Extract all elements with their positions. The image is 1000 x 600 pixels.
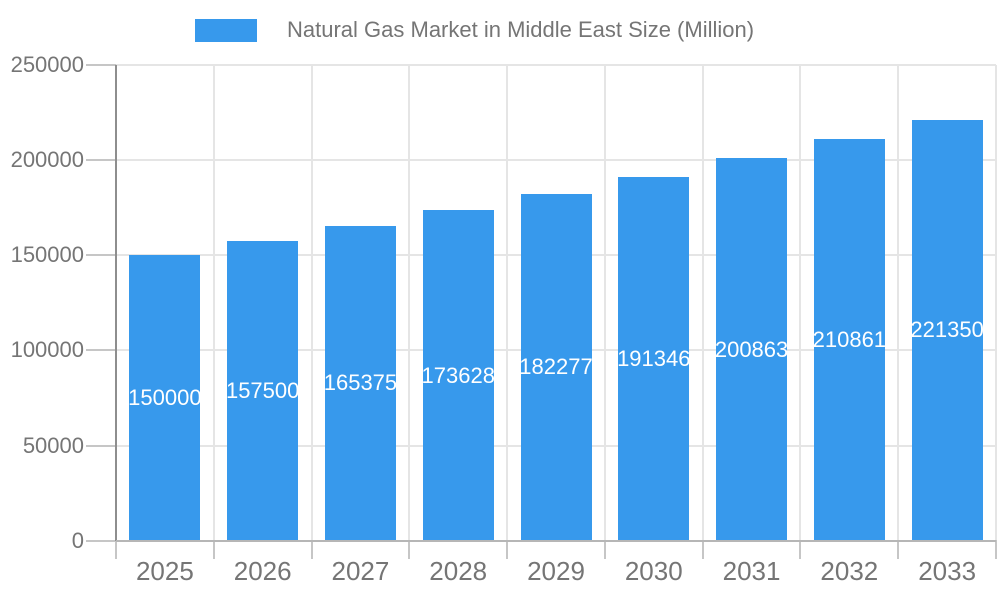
v-gridline <box>506 65 509 541</box>
x-axis-tick <box>506 539 509 559</box>
y-axis-tick <box>86 539 116 542</box>
legend[interactable]: Natural Gas Market in Middle East Size (… <box>195 17 755 42</box>
x-axis-tick <box>408 539 411 559</box>
v-gridline <box>897 65 900 541</box>
bar-value-label: 191346 <box>618 345 690 371</box>
y-axis-tick <box>86 444 116 447</box>
bar-value-label: 200863 <box>716 336 788 362</box>
bar[interactable]: 165375 <box>324 226 396 541</box>
y-tick-label: 100000 <box>10 337 84 363</box>
y-axis-tick <box>86 254 116 257</box>
x-tick-label: 2026 <box>233 556 292 586</box>
y-axis-tick <box>86 349 116 352</box>
x-tick-label: 2025 <box>135 556 194 586</box>
bar[interactable]: 221350 <box>911 119 983 541</box>
bar-value-label: 173628 <box>422 362 494 388</box>
v-gridline <box>408 65 411 541</box>
legend-label: Natural Gas Market in Middle East Size (… <box>287 17 755 42</box>
h-gridline <box>116 159 996 162</box>
x-axis-line <box>116 539 996 542</box>
y-axis-line <box>115 65 117 541</box>
x-axis-tick <box>310 539 313 559</box>
v-gridline <box>212 65 215 541</box>
x-axis-tick <box>603 539 606 559</box>
bar[interactable]: 173628 <box>422 210 494 541</box>
y-tick-label: 0 <box>71 527 84 553</box>
bar-value-label: 182277 <box>520 354 592 380</box>
x-axis-tick <box>995 539 997 559</box>
v-gridline <box>310 65 313 541</box>
v-gridline <box>701 65 704 541</box>
x-tick-label: 2028 <box>429 556 488 586</box>
x-tick-label: 2033 <box>918 556 977 586</box>
bar[interactable]: 191346 <box>618 176 690 541</box>
v-gridline <box>799 65 802 541</box>
bar-value-label: 221350 <box>911 317 983 343</box>
x-axis-tick <box>115 539 117 559</box>
x-tick-label: 2032 <box>820 556 879 586</box>
bar[interactable]: 150000 <box>129 255 201 541</box>
y-axis-tick <box>86 64 116 66</box>
y-axis-tick <box>86 159 116 162</box>
bar[interactable]: 210861 <box>813 139 885 541</box>
v-gridline <box>995 65 997 541</box>
x-axis-tick <box>212 539 215 559</box>
v-gridline <box>603 65 606 541</box>
bar-value-label: 210861 <box>813 327 885 353</box>
bar-value-label: 157500 <box>227 377 299 403</box>
bar-value-label: 150000 <box>129 384 201 410</box>
bar[interactable]: 200863 <box>716 158 788 541</box>
x-axis-tick <box>701 539 704 559</box>
h-gridline <box>116 64 996 66</box>
legend-swatch <box>195 18 257 42</box>
y-tick-label: 200000 <box>10 147 84 173</box>
x-tick-label: 2031 <box>722 556 781 586</box>
y-tick-label: 50000 <box>22 432 84 458</box>
x-axis-tick <box>897 539 900 559</box>
x-tick-label: 2030 <box>624 556 683 586</box>
x-tick-label: 2027 <box>331 556 390 586</box>
bar[interactable]: 157500 <box>227 241 299 541</box>
x-axis-tick <box>799 539 802 559</box>
bar[interactable]: 182277 <box>520 193 592 541</box>
x-tick-label: 2029 <box>527 556 585 586</box>
y-tick-label: 150000 <box>10 242 84 268</box>
y-tick-label: 250000 <box>10 52 84 77</box>
bar-value-label: 165375 <box>324 370 396 396</box>
